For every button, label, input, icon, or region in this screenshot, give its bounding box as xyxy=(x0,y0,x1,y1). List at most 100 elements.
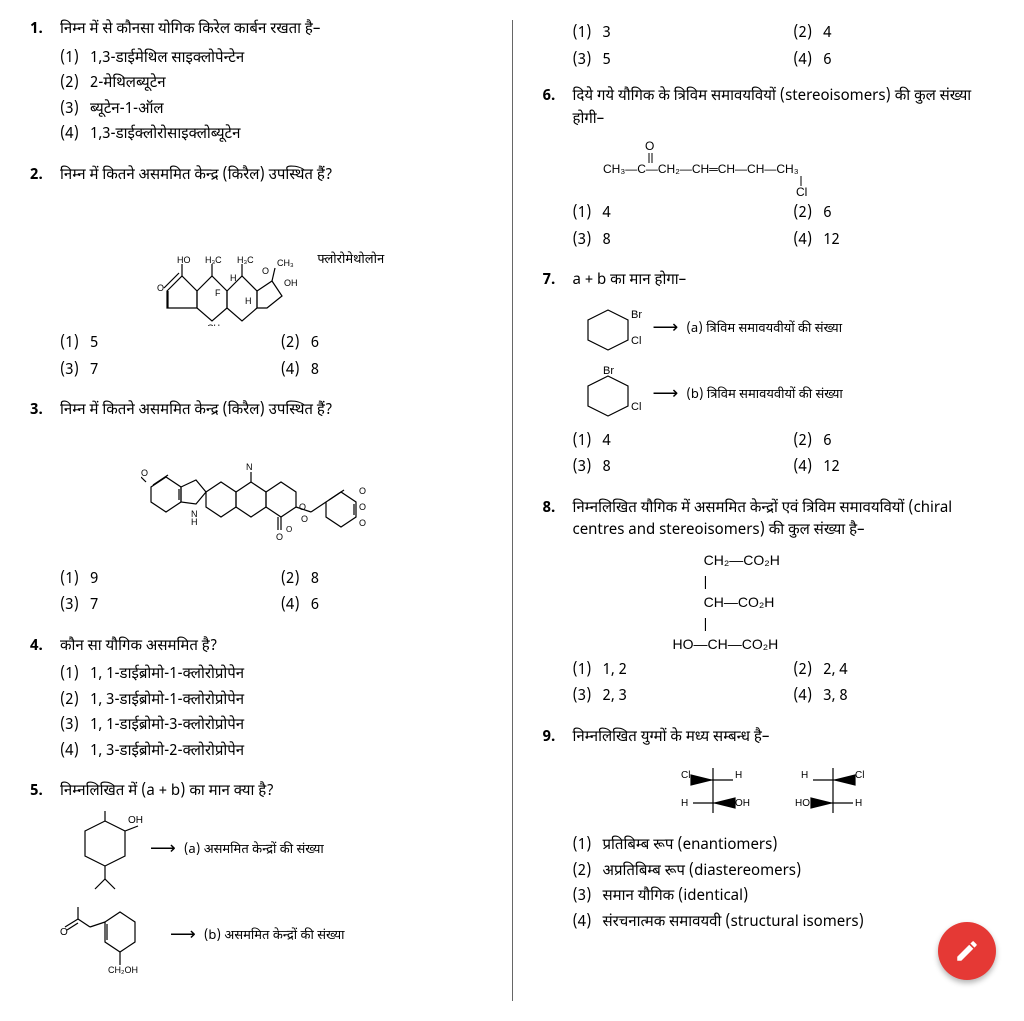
q-number: 6. xyxy=(543,87,573,253)
svg-text:CH₂OH: CH₂OH xyxy=(108,965,138,975)
opt-label: (1) xyxy=(60,334,90,357)
opt-label: (3) xyxy=(573,231,603,254)
arrow-label-b: (b) असममित केन्द्रों की संख्या xyxy=(204,927,345,947)
opt-label: (1) xyxy=(573,661,603,684)
svg-text:H: H xyxy=(855,798,862,809)
svg-text:H: H xyxy=(735,770,742,781)
cyclohexane-13-svg: Br Cl xyxy=(573,366,653,426)
svg-text:HO: HO xyxy=(177,255,191,265)
svg-text:CH₃: CH₃ xyxy=(207,323,224,326)
q-stem: निम्न में कितने असममित केन्द्र (किरैल) उ… xyxy=(60,401,482,424)
opt-label: (3) xyxy=(60,100,90,123)
opt-label: (2) xyxy=(281,570,311,593)
opt-label: (3) xyxy=(60,596,90,619)
opt-label: (4) xyxy=(793,51,823,74)
svg-text:Cl: Cl xyxy=(855,770,864,781)
svg-text:H: H xyxy=(191,517,198,527)
opt-label: (1) xyxy=(573,432,603,455)
opt-text: संरचनात्मक समावयवी (structural isomers) xyxy=(603,913,864,936)
opt-text: 7 xyxy=(90,596,98,619)
opt-text: 1, 3-डाईब्रोमो-1-क्लोरोप्रोपेन xyxy=(90,691,244,714)
opt-text: 1,3-डाईमेथिल साइक्लोपेन्टेन xyxy=(90,49,244,72)
q-number: 4. xyxy=(30,637,60,765)
opt-text: 8 xyxy=(311,361,319,384)
q-number: 3. xyxy=(30,401,60,619)
svg-text:Cl: Cl xyxy=(681,770,690,781)
svg-text:N: N xyxy=(246,462,253,472)
svg-text:H: H xyxy=(245,296,252,306)
svg-text:O: O xyxy=(262,266,269,276)
svg-text:Br: Br xyxy=(631,309,642,321)
opt-label: (1) xyxy=(573,24,603,47)
q-stem: निम्न में कितने असममित केन्द्र (किरैल) उ… xyxy=(60,166,482,189)
q-number: 8. xyxy=(543,499,573,710)
svg-text:H₃C: H₃C xyxy=(237,255,254,265)
svg-text:H: H xyxy=(681,798,688,809)
q-number: 2. xyxy=(30,166,60,384)
svg-text:O: O xyxy=(60,927,68,938)
opt-label: (4) xyxy=(573,913,603,936)
opt-text: 5 xyxy=(603,51,611,74)
opt-text: ब्यूटेन-1-ऑल xyxy=(90,100,164,123)
menthol-molecule-svg: OH xyxy=(60,811,150,891)
svg-text:Cl: Cl xyxy=(631,335,641,347)
svg-text:H₃C: H₃C xyxy=(205,255,222,265)
question-4: 4. कौन सा यौगिक असममित है? (1)1, 1-डाईब्… xyxy=(30,637,482,765)
question-9: 9. निम्नलिखित युग्मों के मध्य सम्बन्ध है… xyxy=(543,728,995,936)
arrow-label-a: (a) असममित केन्द्रों की संख्या xyxy=(184,841,324,861)
opt-label: (3) xyxy=(60,716,90,739)
svg-text:O: O xyxy=(359,502,366,512)
q-stem: कौन सा यौगिक असममित है? xyxy=(60,637,482,660)
opt-label: (2) xyxy=(60,691,90,714)
opt-text: 3, 8 xyxy=(823,687,847,710)
svg-text:O: O xyxy=(157,283,164,293)
question-5: 5. निम्नलिखित में (a + b) का मान क्या है… xyxy=(30,782,482,983)
q-stem: निम्नलिखित में (a + b) का मान क्या है? xyxy=(60,782,482,805)
svg-text:O: O xyxy=(276,532,283,542)
column-divider xyxy=(512,20,513,1001)
svg-text:OH: OH xyxy=(284,278,298,288)
opt-text: 12 xyxy=(823,231,840,254)
q-stem: a + b का मान होगा– xyxy=(573,271,995,294)
opt-label: (3) xyxy=(573,458,603,481)
svg-text:Cl: Cl xyxy=(631,401,641,413)
svg-text:O: O xyxy=(299,502,306,512)
edit-fab-button[interactable] xyxy=(938,922,996,980)
molecule-label: फ्लोरोमेथोलोन xyxy=(317,251,384,271)
opt-text: 1, 3-डाईब्रोमो-2-क्लोरोप्रोपेन xyxy=(90,742,244,765)
q-stem: निम्नलिखित यौगिक में असममित केन्द्रों एव… xyxy=(573,499,995,544)
opt-text: 4 xyxy=(603,432,611,455)
opt-text: 2-मेथिलब्यूटेन xyxy=(90,74,166,97)
opt-text: 4 xyxy=(823,24,831,47)
opt-label: (2) xyxy=(60,74,90,97)
opt-label: (3) xyxy=(573,51,603,74)
opt-label: (3) xyxy=(573,687,603,710)
opt-text: 6 xyxy=(823,432,831,455)
opt-text: 6 xyxy=(823,204,831,227)
svg-text:OH: OH xyxy=(735,798,750,809)
opt-label: (3) xyxy=(60,361,90,384)
opt-label: (2) xyxy=(281,334,311,357)
svg-text:Cl: Cl xyxy=(796,185,807,198)
opt-label: (4) xyxy=(793,687,823,710)
steroid-molecule-svg: O HO H₃C H₃C H F H CH₃ O OH CH₃ xyxy=(157,196,307,326)
opt-text: 1,3-डाईक्लोरोसाइक्लोब्यूटेन xyxy=(90,125,240,148)
cyclohexane-12-svg: Br Cl xyxy=(573,300,653,360)
q-number: 5. xyxy=(30,782,60,983)
svg-text:CH₃: CH₃ xyxy=(277,258,294,268)
opt-label: (2) xyxy=(793,432,823,455)
svg-text:O: O xyxy=(301,514,308,524)
opt-label: (4) xyxy=(60,125,90,148)
arrow-label-b: (b) त्रिविम समावयवीयों की संख्या xyxy=(686,386,842,406)
opt-text: समान यौगिक (identical) xyxy=(603,887,749,910)
reserpine-molecule-svg: N H N O O O O O O O O xyxy=(141,432,401,562)
opt-text: 12 xyxy=(823,458,840,481)
opt-text: 1, 1-डाईब्रोमो-1-क्लोरोप्रोपेन xyxy=(90,665,244,688)
q-stem: दिये गये यौगिक के त्रिविम समावयवियों (st… xyxy=(573,87,995,132)
opt-text: 7 xyxy=(90,361,98,384)
q-stem: निम्नलिखित युग्मों के मध्य सम्बन्ध है– xyxy=(573,728,995,751)
svg-text:O: O xyxy=(359,486,366,496)
opt-label: (2) xyxy=(793,661,823,684)
opt-label: (1) xyxy=(60,49,90,72)
svg-text:CH₃—C—CH₂—CH═CH—CH—CH₃: CH₃—C—CH₂—CH═CH—CH—CH₃ xyxy=(603,162,799,176)
